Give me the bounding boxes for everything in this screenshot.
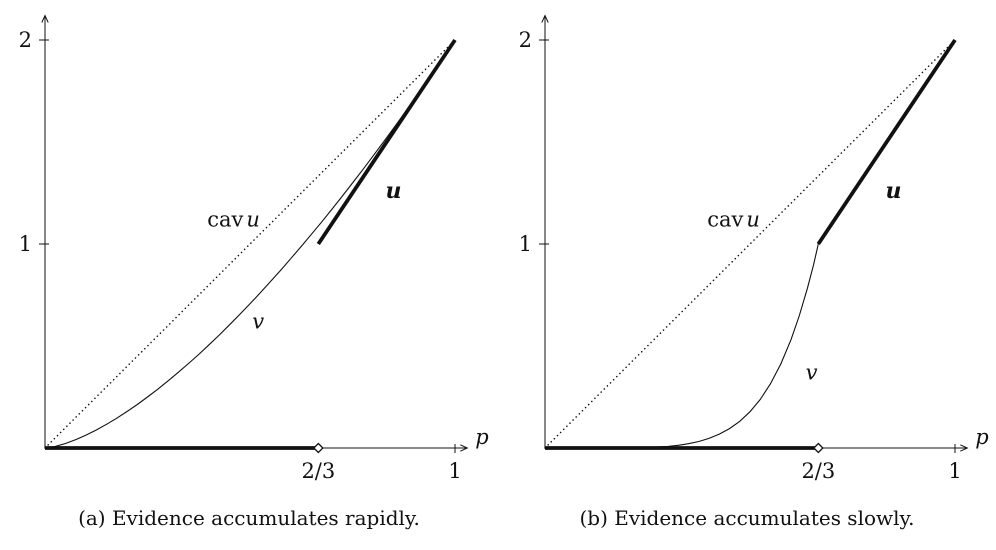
open-diamond-marker	[812, 442, 824, 454]
cav-u-label: cav u	[207, 208, 260, 232]
v-curve-line	[545, 39, 956, 449]
y-tick-label: 2	[19, 28, 32, 52]
cav-u-line	[44, 39, 456, 449]
y-tick-label: 1	[519, 232, 532, 256]
plot-b: 2/3 1 1 2 p cav u u v	[498, 0, 996, 492]
v-label: v	[806, 361, 818, 385]
v-curve-line	[44, 39, 456, 449]
y-axis-arrow-icon	[41, 14, 49, 23]
cav-u-line	[544, 39, 956, 449]
x-axis-label: p	[975, 425, 988, 449]
x-tick-label: 1	[948, 459, 961, 483]
u-segment-line	[316, 38, 457, 246]
u-segment-line	[816, 38, 957, 246]
x-axis-label: p	[475, 425, 488, 449]
plot-a: 2/3 1 1 2 p cav u u v	[0, 0, 498, 492]
x-tick-label: 2/3	[301, 459, 335, 483]
x-axis-arrow-icon	[960, 444, 969, 452]
y-tick-label: 1	[19, 232, 32, 256]
figure-pair: 2/3 1 1 2 p cav u u v 2/3 1 1 2 p cav u u v	[0, 0, 996, 492]
cav-u-label: cav u	[707, 208, 760, 232]
y-tick-label: 2	[519, 28, 532, 52]
captions-row: (a) Evidence accumulates rapidly. (b) Ev…	[0, 506, 996, 530]
x-tick-label: 2/3	[801, 459, 835, 483]
u-label: u	[386, 178, 402, 204]
caption-b: (b) Evidence accumulates slowly.	[579, 506, 915, 530]
y-axis-arrow-icon	[541, 14, 549, 23]
u-label: u	[886, 178, 902, 204]
x-axis-arrow-icon	[460, 444, 469, 452]
v-label: v	[252, 310, 264, 334]
open-diamond-marker	[312, 442, 324, 454]
caption-a: (a) Evidence accumulates rapidly.	[78, 506, 420, 530]
x-tick-label: 1	[448, 459, 461, 483]
